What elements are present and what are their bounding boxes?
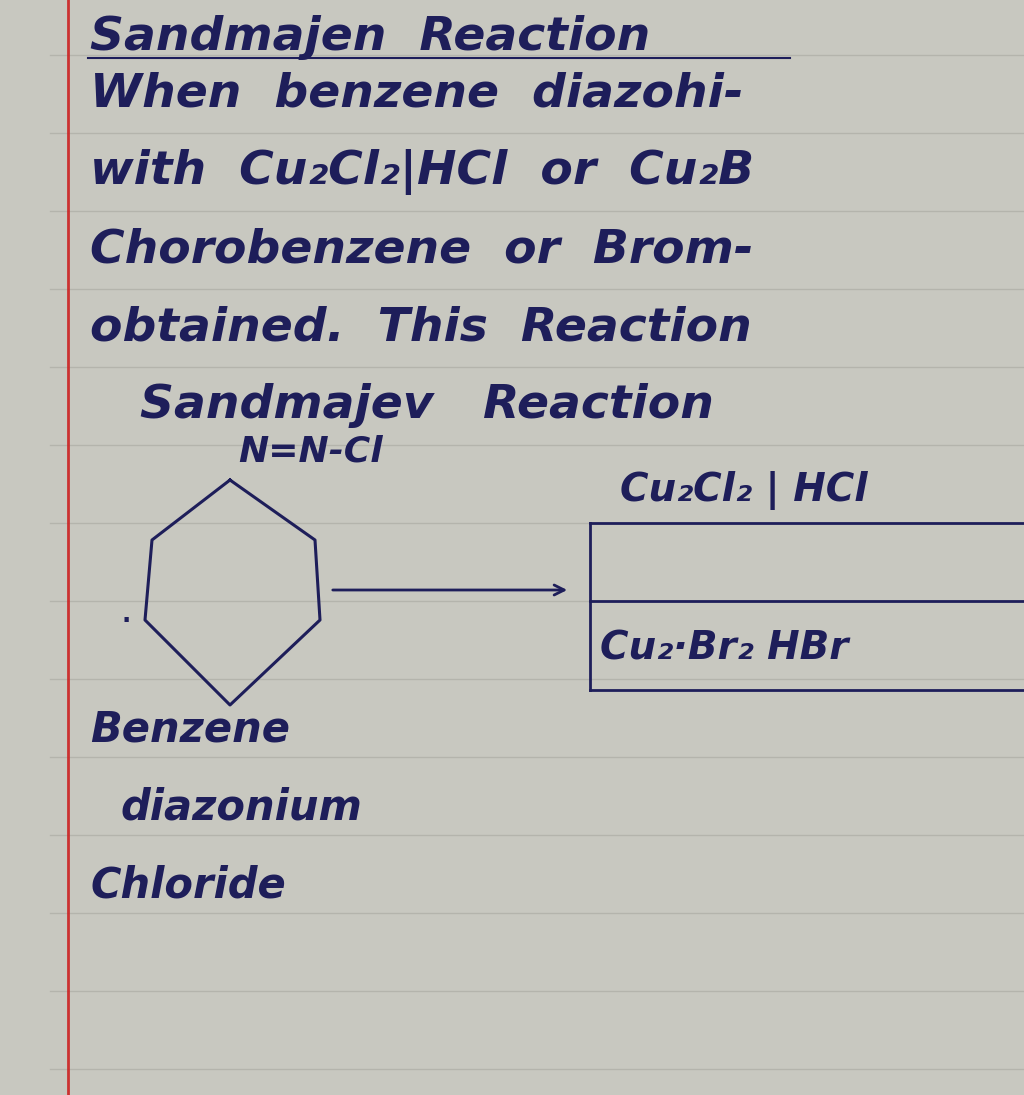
Text: When  benzene  diazohi-: When benzene diazohi- [90,71,743,116]
Text: Chorobenzene  or  Brom-: Chorobenzene or Brom- [90,228,754,273]
Text: N=N-Cl: N=N-Cl [238,435,383,469]
Text: .: . [120,589,133,631]
Text: Cu₂·Br₂ HBr: Cu₂·Br₂ HBr [600,629,848,667]
Text: diazonium: diazonium [120,787,361,829]
Text: Cu₂Cl₂ | HCl: Cu₂Cl₂ | HCl [620,471,867,509]
Text: Chloride: Chloride [90,865,286,907]
Text: with  Cu₂Cl₂|HCl  or  Cu₂B: with Cu₂Cl₂|HCl or Cu₂B [90,149,754,195]
Text: Benzene: Benzene [90,708,290,751]
Text: Sandmajen  Reaction: Sandmajen Reaction [90,15,650,60]
Text: obtained.  This  Reaction: obtained. This Reaction [90,306,752,350]
Text: Sandmajev   Reaction: Sandmajev Reaction [140,383,714,428]
